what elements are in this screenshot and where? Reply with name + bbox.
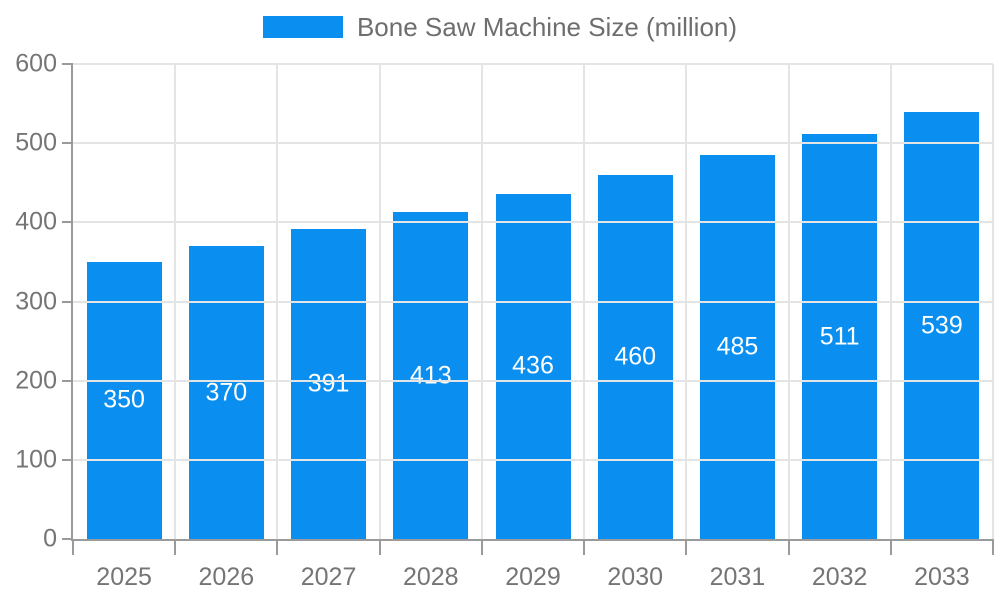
x-axis-line xyxy=(71,539,993,541)
x-tick-mark xyxy=(378,539,381,555)
x-tick-mark xyxy=(889,539,892,555)
x-tick-mark xyxy=(276,539,279,555)
x-tick-label: 2028 xyxy=(402,563,459,591)
y-tick-mark xyxy=(62,538,73,540)
legend-label: Bone Saw Machine Size (million) xyxy=(356,12,738,42)
bar-2026[interactable]: 370 xyxy=(188,246,264,539)
x-tick-mark xyxy=(480,539,483,555)
x-tick-mark xyxy=(787,539,790,555)
bar-value-label: 391 xyxy=(307,369,350,398)
bar-value-label: 370 xyxy=(205,378,248,407)
bar-value-label: 539 xyxy=(921,311,963,340)
y-tick-mark xyxy=(62,458,73,461)
bar-2033[interactable]: 539 xyxy=(904,112,980,539)
y-tick-label: 600 xyxy=(15,49,57,78)
h-gridline xyxy=(73,63,993,65)
x-tick-mark xyxy=(992,539,994,555)
bar-value-label: 511 xyxy=(819,322,860,351)
x-tick-label: 2029 xyxy=(505,563,561,591)
bar-value-label: 436 xyxy=(512,351,554,380)
y-tick-mark xyxy=(62,63,73,65)
x-tick-label: 2033 xyxy=(914,563,970,591)
h-gridline xyxy=(73,379,993,382)
y-tick-label: 300 xyxy=(15,287,57,315)
bar-value-label: 485 xyxy=(716,332,759,361)
x-tick-mark xyxy=(685,539,688,555)
v-gridline xyxy=(787,64,790,539)
plot-area: 350 370 391 413 436 460 485 511 539 xyxy=(73,64,993,539)
v-gridline xyxy=(583,64,586,539)
bar-value-label: 460 xyxy=(614,342,657,371)
x-tick-label: 2027 xyxy=(300,563,357,591)
v-gridline xyxy=(480,64,483,539)
y-tick-mark xyxy=(62,300,73,303)
y-tick-label: 100 xyxy=(15,445,57,474)
x-tick-label: 2026 xyxy=(198,563,255,591)
y-axis-line xyxy=(71,64,73,541)
h-gridline xyxy=(73,300,993,303)
bar-2025[interactable]: 350 xyxy=(86,261,162,539)
legend[interactable]: Bone Saw Machine Size (million) xyxy=(0,14,1000,40)
x-tick-label: 2032 xyxy=(811,563,868,591)
bar-2032[interactable]: 511 xyxy=(802,134,878,539)
bar-2029[interactable]: 436 xyxy=(495,193,571,539)
y-tick-label: 400 xyxy=(15,207,57,236)
v-gridline xyxy=(889,64,892,539)
v-gridline xyxy=(685,64,688,539)
y-tick-label: 500 xyxy=(15,128,57,157)
h-gridline xyxy=(73,221,993,224)
x-tick-mark xyxy=(72,539,74,555)
h-gridline xyxy=(73,458,993,461)
bar-2027[interactable]: 391 xyxy=(291,229,367,539)
v-gridline xyxy=(992,64,994,539)
legend-swatch xyxy=(262,16,343,38)
y-tick-mark xyxy=(62,142,73,145)
y-tick-label: 0 xyxy=(43,524,57,553)
y-tick-mark xyxy=(62,379,73,382)
bar-2031[interactable]: 485 xyxy=(699,155,775,539)
y-tick-mark xyxy=(62,221,73,224)
v-gridline xyxy=(378,64,381,539)
v-gridline xyxy=(174,64,177,539)
x-tick-mark xyxy=(583,539,586,555)
bar-value-label: 350 xyxy=(103,385,145,414)
bar-value-label: 413 xyxy=(409,361,452,389)
x-tick-label: 2030 xyxy=(607,563,664,591)
h-gridline xyxy=(73,142,993,145)
x-tick-label: 2031 xyxy=(709,563,766,591)
x-tick-label: 2025 xyxy=(96,563,152,591)
v-gridline xyxy=(276,64,279,539)
bar-2030[interactable]: 460 xyxy=(597,174,673,539)
x-tick-mark xyxy=(174,539,177,555)
y-tick-label: 200 xyxy=(15,366,57,395)
bar-2028[interactable]: 413 xyxy=(393,212,469,539)
